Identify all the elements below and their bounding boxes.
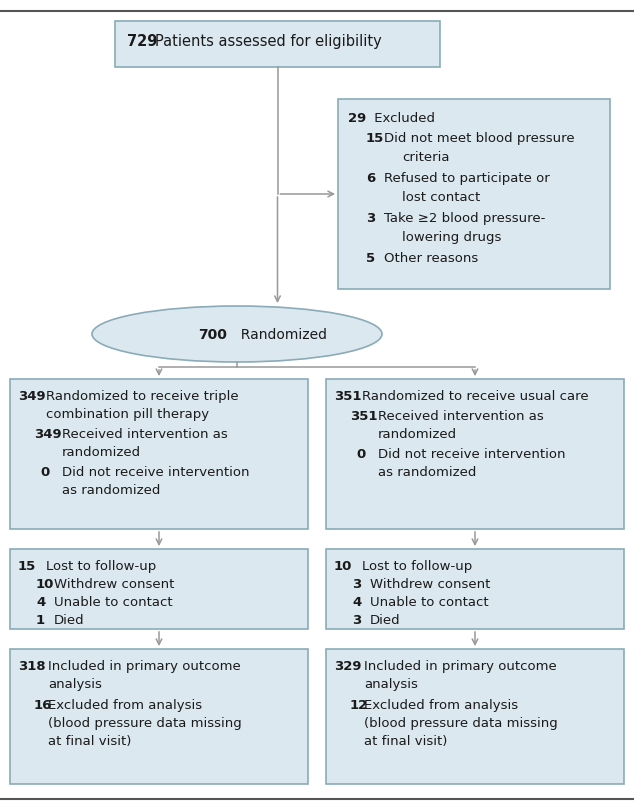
- Text: as randomized: as randomized: [378, 466, 476, 478]
- FancyBboxPatch shape: [10, 649, 308, 784]
- Text: randomized: randomized: [378, 427, 457, 440]
- FancyBboxPatch shape: [326, 649, 624, 784]
- Text: (blood pressure data missing: (blood pressure data missing: [48, 716, 242, 729]
- Text: Included in primary outcome: Included in primary outcome: [48, 659, 241, 672]
- Text: Take ≥2 blood pressure-: Take ≥2 blood pressure-: [384, 212, 545, 225]
- Text: Did not receive intervention: Did not receive intervention: [62, 466, 250, 478]
- Text: 1: 1: [36, 613, 45, 626]
- Text: analysis: analysis: [48, 677, 102, 690]
- Text: 0: 0: [356, 448, 365, 461]
- Text: 4: 4: [36, 595, 45, 608]
- Text: 5: 5: [366, 251, 375, 264]
- Text: 3: 3: [352, 577, 361, 590]
- Text: 351: 351: [350, 410, 377, 423]
- Text: 349: 349: [18, 389, 46, 402]
- Text: 12: 12: [350, 698, 368, 711]
- Text: (blood pressure data missing: (blood pressure data missing: [364, 716, 558, 729]
- Text: 329: 329: [334, 659, 361, 672]
- Text: 29: 29: [348, 112, 366, 125]
- Text: Excluded from analysis: Excluded from analysis: [364, 698, 518, 711]
- Text: 16: 16: [34, 698, 53, 711]
- Text: 349: 349: [34, 427, 61, 440]
- Text: combination pill therapy: combination pill therapy: [46, 407, 209, 420]
- Text: Patients assessed for eligibility: Patients assessed for eligibility: [155, 34, 382, 49]
- Text: 0: 0: [40, 466, 49, 478]
- Text: analysis: analysis: [364, 677, 418, 690]
- Text: lost contact: lost contact: [402, 191, 480, 204]
- FancyBboxPatch shape: [338, 100, 610, 290]
- Text: 15: 15: [18, 560, 36, 573]
- FancyBboxPatch shape: [326, 380, 624, 530]
- Text: Unable to contact: Unable to contact: [54, 595, 172, 608]
- Text: Excluded from analysis: Excluded from analysis: [48, 698, 202, 711]
- Text: as randomized: as randomized: [62, 483, 160, 496]
- Text: Refused to participate or: Refused to participate or: [384, 172, 550, 185]
- Text: at final visit): at final visit): [48, 734, 131, 747]
- Text: 3: 3: [366, 212, 375, 225]
- Text: Died: Died: [54, 613, 84, 626]
- Text: Received intervention as: Received intervention as: [378, 410, 544, 423]
- Text: lowering drugs: lowering drugs: [402, 230, 501, 243]
- Text: 10: 10: [36, 577, 55, 590]
- Text: Did not meet blood pressure: Did not meet blood pressure: [384, 132, 574, 145]
- Text: Other reasons: Other reasons: [384, 251, 478, 264]
- Text: at final visit): at final visit): [364, 734, 448, 747]
- Text: 6: 6: [366, 172, 375, 185]
- Text: 700: 700: [198, 328, 227, 341]
- Text: 318: 318: [18, 659, 46, 672]
- Text: Randomized: Randomized: [232, 328, 327, 341]
- Text: Excluded: Excluded: [370, 112, 435, 125]
- Text: Randomized to receive triple: Randomized to receive triple: [46, 389, 238, 402]
- Text: Did not receive intervention: Did not receive intervention: [378, 448, 566, 461]
- Text: 351: 351: [334, 389, 361, 402]
- Text: Withdrew consent: Withdrew consent: [370, 577, 490, 590]
- FancyBboxPatch shape: [10, 549, 308, 629]
- Text: 10: 10: [334, 560, 353, 573]
- Text: Received intervention as: Received intervention as: [62, 427, 228, 440]
- Text: Lost to follow-up: Lost to follow-up: [46, 560, 156, 573]
- Text: 15: 15: [366, 132, 384, 145]
- FancyBboxPatch shape: [115, 22, 440, 68]
- Text: randomized: randomized: [62, 445, 141, 458]
- Text: criteria: criteria: [402, 151, 450, 164]
- Text: Lost to follow-up: Lost to follow-up: [362, 560, 472, 573]
- Text: Randomized to receive usual care: Randomized to receive usual care: [362, 389, 588, 402]
- Text: 4: 4: [352, 595, 361, 608]
- Text: Died: Died: [370, 613, 401, 626]
- Text: 3: 3: [352, 613, 361, 626]
- FancyBboxPatch shape: [326, 549, 624, 629]
- Text: 729: 729: [127, 34, 157, 49]
- Text: Unable to contact: Unable to contact: [370, 595, 489, 608]
- Text: Withdrew consent: Withdrew consent: [54, 577, 174, 590]
- FancyBboxPatch shape: [10, 380, 308, 530]
- Text: Included in primary outcome: Included in primary outcome: [364, 659, 557, 672]
- Ellipse shape: [92, 307, 382, 363]
